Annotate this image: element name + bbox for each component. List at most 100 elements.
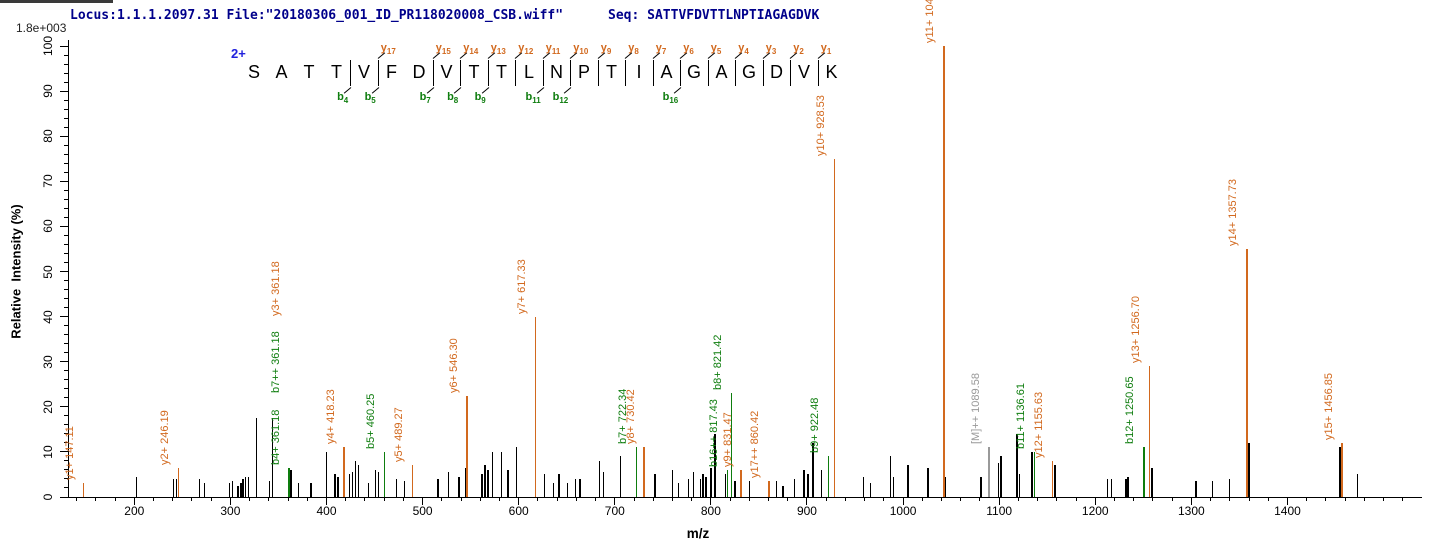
precursor-charge-label: 2+ [231, 46, 246, 61]
spectrum-peak [782, 485, 784, 497]
peak-label-y-ion: y1+ 147.11 [63, 426, 76, 481]
spectrum-peak [688, 478, 690, 497]
b-ion-label: b8 [447, 91, 459, 106]
spectrum-peak [748, 481, 750, 497]
spectrum-peak [481, 474, 483, 497]
x-axis-tick [1286, 497, 1288, 505]
y-axis-tick-label: 80 [41, 129, 55, 143]
x-axis-tick [153, 497, 155, 501]
y-axis-tick [60, 406, 68, 408]
x-axis-tick [768, 497, 770, 501]
labeled-peak-y [1051, 460, 1054, 497]
x-axis-tick [1325, 497, 1327, 501]
spectrum-peak [699, 478, 701, 497]
spectrum-peak [907, 465, 909, 497]
y-axis-tick [64, 397, 68, 399]
spectrum-peak [351, 472, 354, 497]
spectrum-peak [1195, 481, 1197, 497]
y-axis-tick [64, 370, 68, 372]
labeled-peak-y [1149, 366, 1151, 497]
labeled-peak-y [768, 481, 770, 497]
x-axis-tick [1056, 497, 1058, 501]
y-axis-tick-label: 0 [41, 493, 55, 501]
x-axis-tick [191, 497, 193, 501]
spectrum-peak [1016, 433, 1019, 497]
y-axis-tick [64, 243, 68, 245]
y-axis-tick [64, 207, 68, 209]
y-axis-tick [64, 108, 68, 110]
peak-label-y-ion: y5+ 489.27 [392, 407, 405, 463]
y-axis-tick [64, 261, 68, 263]
sequence-residue: T [496, 62, 507, 82]
x-axis-tick [844, 497, 846, 501]
spectrum-peak [862, 476, 865, 497]
y-axis-tick [60, 45, 68, 47]
spectrum-peak [543, 474, 546, 497]
spectrum-peak [231, 481, 234, 497]
x-axis-tick [614, 497, 616, 505]
x-axis-tick [883, 497, 885, 501]
sequence-residue: F [386, 62, 397, 82]
y-axis-tick [64, 469, 68, 471]
peak-label-y-ion: y2+ 246.19 [159, 409, 172, 465]
y-axis-tick-label: 40 [41, 309, 55, 324]
b-ion-label: b9 [474, 91, 486, 106]
spectrum-peak [334, 474, 336, 497]
y-axis-tick [60, 271, 68, 272]
spectrum-peak [458, 476, 460, 497]
y-axis-tick [64, 343, 68, 345]
sequence-residue: L [523, 62, 534, 82]
sequence-residue: S [247, 62, 260, 82]
y-ion-label: y11 [545, 42, 561, 57]
intensity-scale-note: 1.8e+003 [16, 21, 67, 35]
x-axis-tick [1113, 497, 1115, 501]
y-ion-label: y13 [490, 42, 506, 57]
peak-label-y-ion: y14+ 1357.73 [1227, 178, 1240, 246]
x-axis-tick [229, 497, 231, 505]
spectrum-peak [403, 481, 406, 497]
labeled-peak-b [383, 451, 386, 497]
header-locus-file: Locus:1.1.1.2097.31 File:"20180306_001_I… [70, 8, 564, 23]
y-ion-label: y14 [463, 42, 479, 57]
spectrum-peak [692, 472, 695, 497]
y-axis-tick-label: 50 [41, 264, 55, 279]
labeled-peak-y [177, 467, 180, 497]
spectrum-peak [869, 483, 872, 497]
header-sequence: Seq: SATTVFDVTTLNPTIAGAGDVK [608, 8, 820, 23]
x-axis-tick-label: 1000 [889, 504, 917, 518]
y-axis-tick [64, 460, 68, 462]
y-axis-tick [64, 234, 68, 236]
cleavage-mark [542, 60, 544, 86]
spectrum-peak [579, 478, 581, 497]
x-axis-tick [960, 497, 962, 501]
sequence-residue: V [440, 62, 453, 82]
spectrum-peak [507, 469, 509, 497]
spectrum-peak [516, 447, 518, 497]
y-axis-tick-label: 70 [41, 174, 55, 188]
labeled-peak-b [1143, 447, 1145, 497]
spectrum-peak [348, 474, 351, 497]
peak-label-b-ion: b16++ 817.43 [708, 399, 721, 467]
cleavage-mark [625, 60, 627, 86]
y-axis-tick [60, 451, 68, 453]
spectrum-peak [337, 476, 339, 497]
y-axis-tick [64, 54, 68, 56]
spectrum-peak [567, 483, 569, 497]
spectrum-peak [807, 474, 809, 497]
peak-label-y-ion: y15+ 1456.85 [1322, 372, 1335, 440]
x-axis-tick-label: 200 [124, 504, 145, 518]
spectrum-peak [198, 478, 201, 497]
spectrum-peak [1151, 467, 1153, 497]
peak-label-b-ion: b5+ 460.25 [364, 393, 377, 449]
x-axis-tick [1152, 497, 1154, 501]
y-ion-label: y10 [573, 42, 589, 57]
y-axis-tick [64, 325, 68, 327]
spectrum-peak [492, 451, 494, 497]
peak-label-y-ion: y7+ 617.33 [515, 258, 528, 314]
x-axis-tick [979, 497, 981, 501]
spectrum-peak [228, 483, 231, 497]
x-axis-tick-label: 1200 [1081, 504, 1109, 518]
peak-label-y-ion: y17++ 860.42 [749, 410, 762, 479]
spectrum-peak [713, 433, 716, 497]
